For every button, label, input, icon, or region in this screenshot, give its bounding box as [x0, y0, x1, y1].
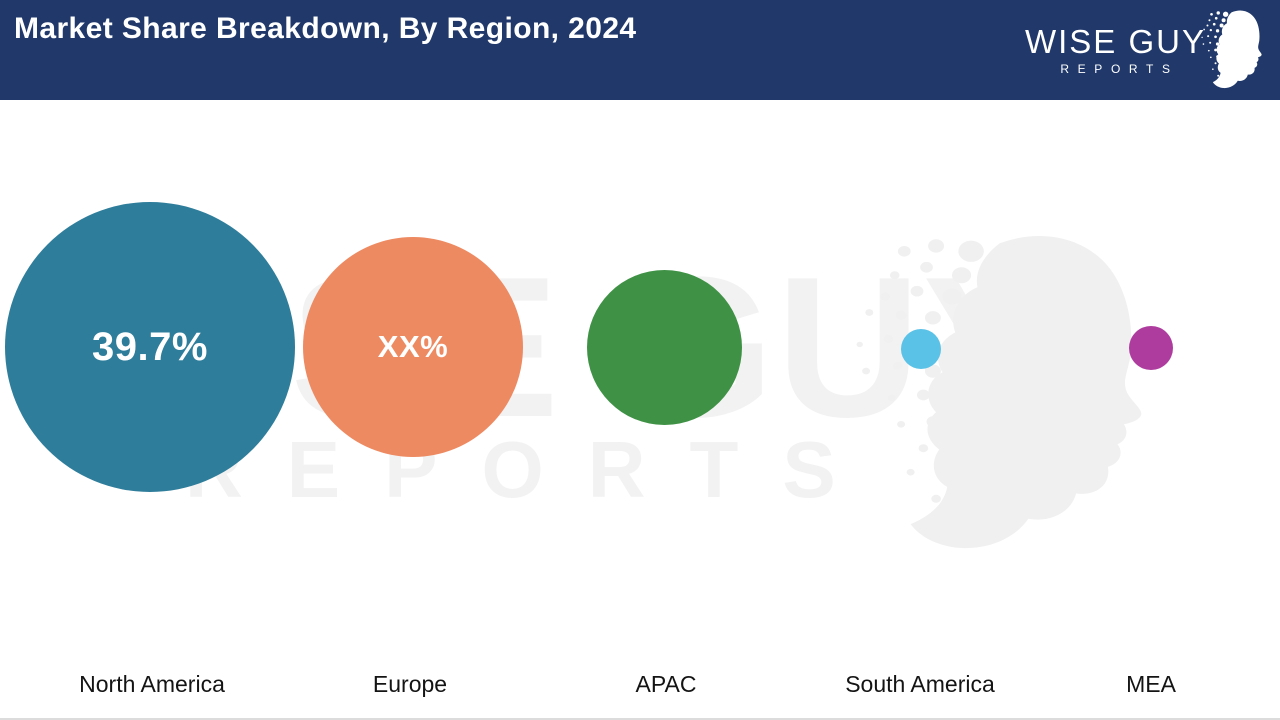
- wise-guy-logo: WISE GUY REPORTS: [1025, 4, 1266, 96]
- category-label-south-america: South America: [845, 671, 995, 697]
- page-title: Market Share Breakdown, By Region, 2024: [14, 12, 637, 45]
- bubble-south-america: [901, 329, 941, 369]
- logo-text: WISE GUY REPORTS: [1024, 23, 1206, 76]
- watermark-subtitle: REPORTS: [185, 425, 880, 514]
- bubble-apac: [587, 270, 742, 425]
- category-label-north-america: North America: [79, 671, 225, 697]
- bubble-mea: [1129, 326, 1173, 370]
- header: Market Share Breakdown, By Region, 2024 …: [0, 0, 1280, 100]
- bubble-chart: WISE GUY REPORTS 39.7% XX% North America…: [0, 100, 1280, 720]
- category-label-apac: APAC: [635, 671, 697, 697]
- logo-subtitle: REPORTS: [1060, 61, 1179, 76]
- bottom-divider: [0, 718, 1280, 720]
- watermark-head-icon: [812, 222, 1162, 568]
- category-label-mea: MEA: [1126, 671, 1176, 697]
- bubble-europe: XX%: [303, 237, 523, 457]
- bubble-value-europe: XX%: [377, 329, 449, 364]
- logo-name: WISE GUY: [1024, 23, 1206, 61]
- bubble-value-north-america: 39.7%: [92, 324, 208, 369]
- category-label-europe: Europe: [372, 671, 448, 697]
- bubble-north-america: 39.7%: [5, 202, 295, 492]
